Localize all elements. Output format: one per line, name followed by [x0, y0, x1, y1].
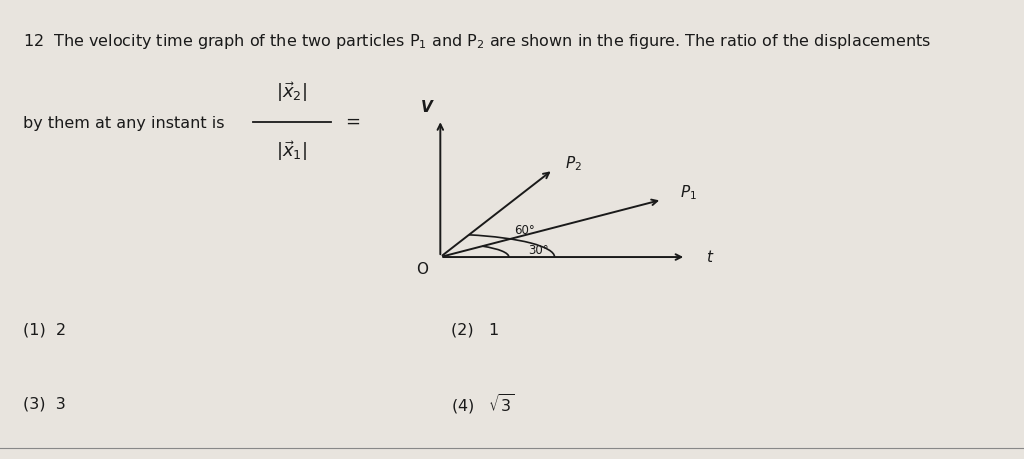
Text: 60°: 60°: [514, 224, 535, 236]
Text: O: O: [416, 263, 428, 277]
Text: (2)   1: (2) 1: [451, 323, 499, 338]
Text: 12  The velocity time graph of the two particles P$_1$ and P$_2$ are shown in th: 12 The velocity time graph of the two pa…: [23, 32, 931, 51]
Text: =: =: [345, 112, 360, 131]
Text: 30°: 30°: [528, 244, 549, 257]
Text: t: t: [706, 250, 712, 264]
Text: $|\vec{x}_1|$: $|\vec{x}_1|$: [276, 140, 307, 163]
Text: $P_2$: $P_2$: [565, 155, 582, 174]
Text: $P_1$: $P_1$: [681, 184, 697, 202]
Text: (1)  2: (1) 2: [23, 323, 66, 338]
Text: by them at any instant is: by them at any instant is: [23, 117, 224, 131]
Text: $|\vec{x}_2|$: $|\vec{x}_2|$: [276, 80, 307, 104]
Text: (4)   $\sqrt{3}$: (4) $\sqrt{3}$: [451, 392, 514, 416]
Text: V: V: [421, 101, 433, 115]
Text: (3)  3: (3) 3: [23, 397, 66, 411]
